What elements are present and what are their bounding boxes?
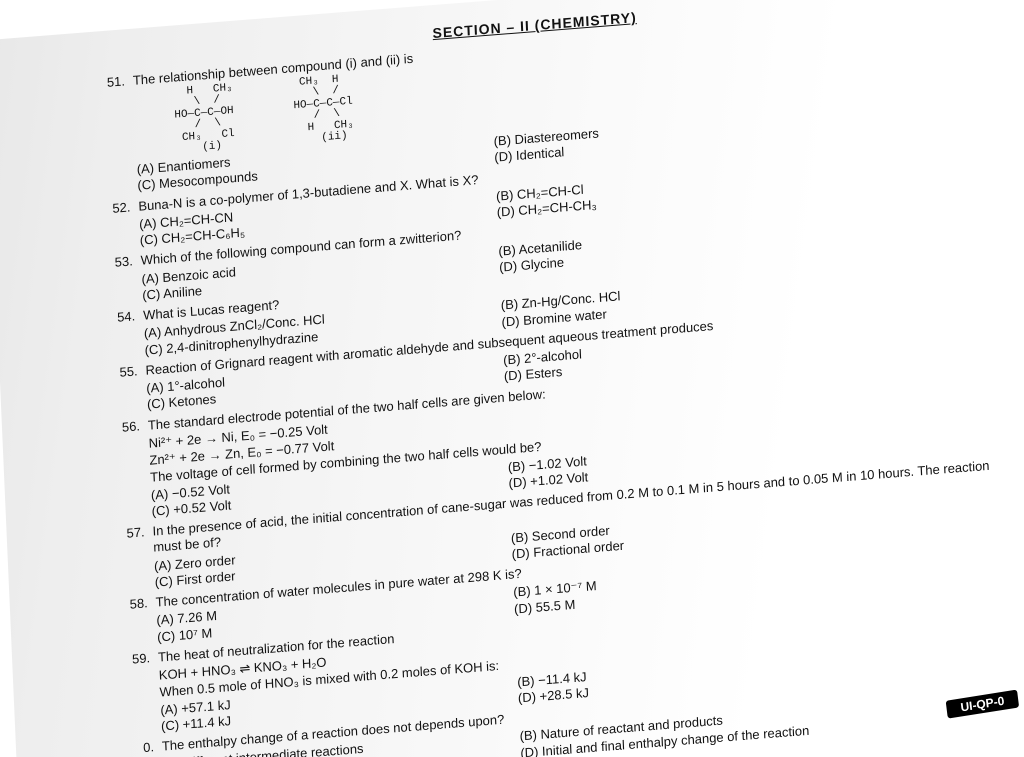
- question-number: 56.: [112, 417, 152, 522]
- question-number: 55.: [109, 363, 147, 417]
- question-number: 57.: [116, 524, 155, 594]
- question-number: 53.: [105, 253, 143, 307]
- compound-i: H CH₃ \ / HO—C—C—OH / \ CH₃ Cl (i): [173, 83, 235, 157]
- question-number: 51.: [97, 72, 138, 197]
- question-number: 59.: [122, 649, 162, 737]
- exam-page: SECTION – II (CHEMISTRY) 51.The relation…: [0, 0, 1024, 757]
- question-list: 51.The relationship between compound (i)…: [97, 6, 1008, 757]
- question-number: 0.: [126, 739, 164, 757]
- question-number: 54.: [107, 308, 145, 362]
- compound-ii: CH₃ H \ / HO—C—C—Cl / \ H CH₃ (ii): [292, 73, 354, 147]
- question-number: 58.: [119, 595, 157, 649]
- question-number: 52.: [102, 198, 140, 252]
- content-area: SECTION – II (CHEMISTRY) 51.The relation…: [96, 0, 1009, 757]
